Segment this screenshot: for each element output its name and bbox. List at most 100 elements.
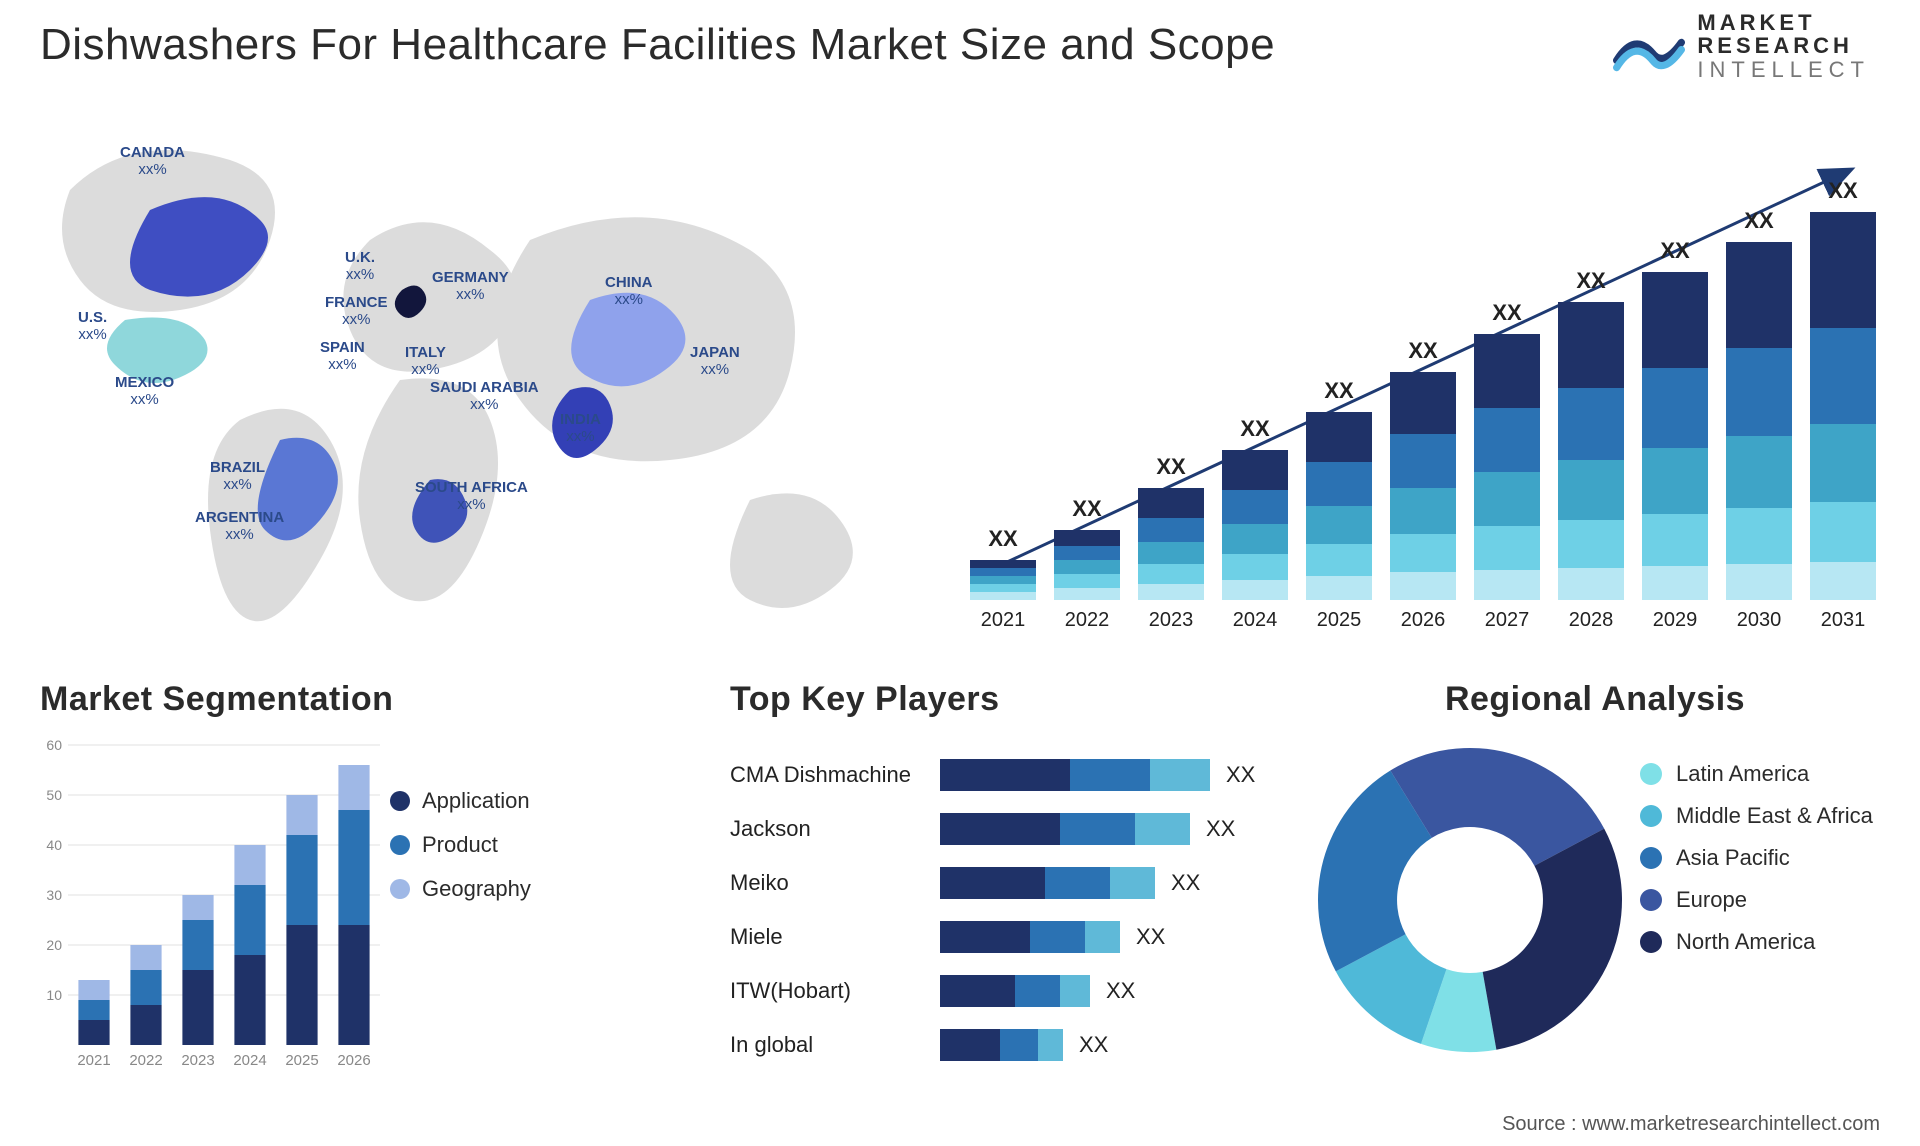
country-annot: CANADAxx% [120, 145, 185, 178]
svg-text:2021: 2021 [77, 1052, 110, 1069]
forecast-year-label: 2031 [1810, 609, 1876, 632]
svg-text:2026: 2026 [337, 1052, 370, 1069]
player-row: Meiko XX [730, 859, 1270, 907]
forecast-value-label: XX [1810, 178, 1876, 204]
player-row: In global XX [730, 1021, 1270, 1069]
svg-text:2022: 2022 [129, 1052, 162, 1069]
country-annot: ARGENTINAxx% [195, 510, 284, 543]
page-title: Dishwashers For Healthcare Facilities Ma… [40, 20, 1275, 70]
country-annot: SAUDI ARABIAxx% [430, 380, 539, 413]
forecast-value-label: XX [1726, 208, 1792, 234]
player-row: Jackson XX [730, 805, 1270, 853]
segmentation-legend-item: Product [390, 832, 531, 858]
player-value-label: XX [1171, 870, 1200, 896]
segmentation-title: Market Segmentation [40, 680, 560, 719]
regional-legend-item: Europe [1640, 887, 1873, 913]
forecast-year-label: 2024 [1222, 609, 1288, 632]
segmentation-legend-item: Application [390, 788, 531, 814]
forecast-bar [1558, 302, 1624, 600]
forecast-bar [1810, 212, 1876, 600]
forecast-value-label: XX [1390, 338, 1456, 364]
brand-logo: MARKET RESEARCH INTELLECT [1613, 10, 1870, 82]
forecast-value-label: XX [1138, 454, 1204, 480]
forecast-year-label: 2029 [1642, 609, 1708, 632]
country-annot: GERMANYxx% [432, 270, 509, 303]
segmentation-panel: Market Segmentation 20212022202320242025… [40, 680, 560, 1100]
player-name: Miele [730, 924, 940, 950]
forecast-bar [1222, 450, 1288, 600]
segmentation-legend-item: Geography [390, 876, 531, 902]
country-annot: CHINAxx% [605, 275, 653, 308]
player-name: Jackson [730, 816, 940, 842]
svg-text:30: 30 [46, 887, 62, 903]
regional-donut [1310, 740, 1630, 1060]
svg-text:2025: 2025 [285, 1052, 318, 1069]
segmentation-legend: Application Product Geography [390, 770, 531, 920]
source-text: Source : www.marketresearchintellect.com [1502, 1113, 1880, 1136]
svg-text:20: 20 [46, 937, 62, 953]
players-title: Top Key Players [730, 680, 1270, 719]
forecast-bar [1054, 530, 1120, 600]
forecast-year-label: 2025 [1306, 609, 1372, 632]
forecast-value-label: XX [970, 526, 1036, 552]
player-value-label: XX [1106, 978, 1135, 1004]
logo-line1: MARKET [1697, 11, 1870, 34]
forecast-value-label: XX [1474, 300, 1540, 326]
forecast-bar [970, 560, 1036, 600]
player-value-label: XX [1136, 924, 1165, 950]
player-name: ITW(Hobart) [730, 978, 940, 1004]
forecast-bar [1390, 372, 1456, 600]
player-row: ITW(Hobart) XX [730, 967, 1270, 1015]
forecast-bar [1306, 412, 1372, 600]
logo-line3: INTELLECT [1697, 58, 1870, 81]
player-row: CMA Dishmachine XX [730, 751, 1270, 799]
logo-line2: RESEARCH [1697, 34, 1870, 57]
regional-legend-item: Middle East & Africa [1640, 803, 1873, 829]
forecast-year-label: 2027 [1474, 609, 1540, 632]
forecast-year-label: 2028 [1558, 609, 1624, 632]
svg-text:40: 40 [46, 837, 62, 853]
forecast-year-label: 2021 [970, 609, 1036, 632]
country-annot: MEXICOxx% [115, 375, 174, 408]
country-annot: ITALYxx% [405, 345, 446, 378]
country-annot: U.K.xx% [345, 250, 375, 283]
world-map-panel: CANADAxx%U.S.xx%MEXICOxx%BRAZILxx%ARGENT… [30, 120, 930, 650]
forecast-year-label: 2030 [1726, 609, 1792, 632]
country-annot: SOUTH AFRICAxx% [415, 480, 528, 513]
player-value-label: XX [1079, 1032, 1108, 1058]
player-name: In global [730, 1032, 940, 1058]
country-annot: JAPANxx% [690, 345, 740, 378]
forecast-bar [1138, 488, 1204, 600]
regional-legend-item: Asia Pacific [1640, 845, 1873, 871]
forecast-value-label: XX [1054, 496, 1120, 522]
forecast-bar [1726, 242, 1792, 600]
regional-legend-item: North America [1640, 929, 1873, 955]
country-annot: FRANCExx% [325, 295, 388, 328]
players-chart: CMA Dishmachine XX Jackson XX Meiko XX Miele XX… [730, 745, 1270, 1085]
country-annot: U.S.xx% [78, 310, 107, 343]
player-name: Meiko [730, 870, 940, 896]
player-value-label: XX [1206, 816, 1235, 842]
forecast-bar [1642, 272, 1708, 600]
forecast-chart: XX 2021 XX 2022 XX 2023 XX 2024 XX 2025 XX 2026 XX 20… [960, 150, 1880, 640]
forecast-bar [1474, 334, 1540, 600]
country-annot: SPAINxx% [320, 340, 365, 373]
forecast-value-label: XX [1306, 378, 1372, 404]
svg-text:50: 50 [46, 787, 62, 803]
forecast-value-label: XX [1642, 238, 1708, 264]
svg-text:2023: 2023 [181, 1052, 214, 1069]
player-value-label: XX [1226, 762, 1255, 788]
forecast-value-label: XX [1558, 268, 1624, 294]
regional-title: Regional Analysis [1310, 680, 1880, 719]
segmentation-chart: 202120222023202420252026 102030405060 [40, 735, 380, 1075]
regional-legend-item: Latin America [1640, 761, 1873, 787]
forecast-value-label: XX [1222, 416, 1288, 442]
forecast-year-label: 2026 [1390, 609, 1456, 632]
logo-mark-icon [1613, 10, 1685, 82]
player-name: CMA Dishmachine [730, 762, 940, 788]
players-panel: Top Key Players CMA DishmachineXXJackson… [730, 680, 1270, 1100]
svg-text:10: 10 [46, 987, 62, 1003]
forecast-year-label: 2022 [1054, 609, 1120, 632]
regional-panel: Regional Analysis Latin America Middle Ea… [1310, 680, 1880, 1100]
forecast-year-label: 2023 [1138, 609, 1204, 632]
